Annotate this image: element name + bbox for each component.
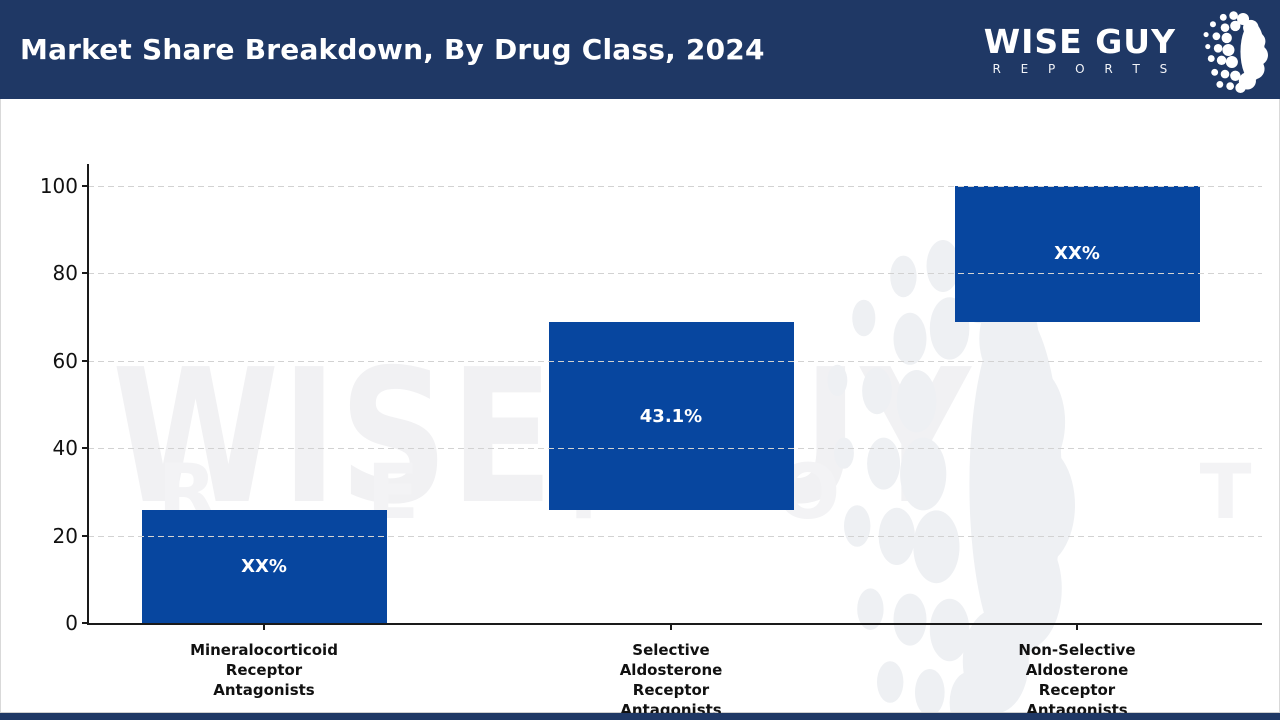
y-tick-label: 100 [39,174,78,198]
y-tick-mark [82,272,87,275]
gridline [88,273,1262,275]
bar-value-label: 43.1% [639,405,703,427]
bar-segment: XX% [141,510,387,623]
logo-text-block: WISE GUY R E P O R T S [983,21,1176,76]
x-tick-mark [263,625,265,630]
gridline [88,535,1262,537]
y-tick-mark [82,359,87,362]
gridline [88,360,1262,362]
bar-segment: XX% [954,186,1200,322]
category-label: Non-Selective Aldosterone Receptor Antag… [1018,641,1136,719]
x-tick-mark [670,625,672,630]
y-tick-mark [82,447,87,450]
category-label: Mineralocorticoid Receptor Antagonists [190,641,338,699]
logo-head-icon [1203,11,1268,93]
y-axis-spine [87,164,89,623]
logo-wordmark: WISE GUY [983,21,1176,61]
gridline [88,186,1262,187]
logo-subtext: R E P O R T S [992,61,1176,76]
category-label: Selective Aldosterone Receptor Antagonis… [619,641,723,719]
chart-area: WISE GUY R E P O R T S 020406080100XX%Mi… [0,99,1280,720]
y-tick-label: 40 [52,436,78,461]
header-bar: Market Share Breakdown, By Drug Class, 2… [0,0,1280,99]
y-tick-mark [82,534,87,537]
x-tick-mark [1076,625,1078,630]
page-title: Market Share Breakdown, By Drug Class, 2… [20,33,765,66]
y-tick-label: 0 [65,611,78,635]
y-tick-label: 60 [52,348,78,373]
bar-value-label: XX% [241,556,287,578]
wiseguy-logo: WISE GUY R E P O R T S [984,6,1268,94]
bar-segment: 43.1% [548,321,794,511]
frame-border-left [0,99,1,720]
y-tick-label: 80 [52,261,78,286]
frame-border-bottom [0,712,1280,713]
gridline [88,448,1262,450]
watermark-text: WISE GUY [112,329,973,545]
y-tick-label: 20 [52,523,78,548]
x-axis-spine [87,623,1262,625]
bar-value-label: XX% [1054,243,1100,265]
y-tick-mark [82,622,87,624]
y-tick-mark [82,185,87,187]
footer-strip [0,713,1280,720]
